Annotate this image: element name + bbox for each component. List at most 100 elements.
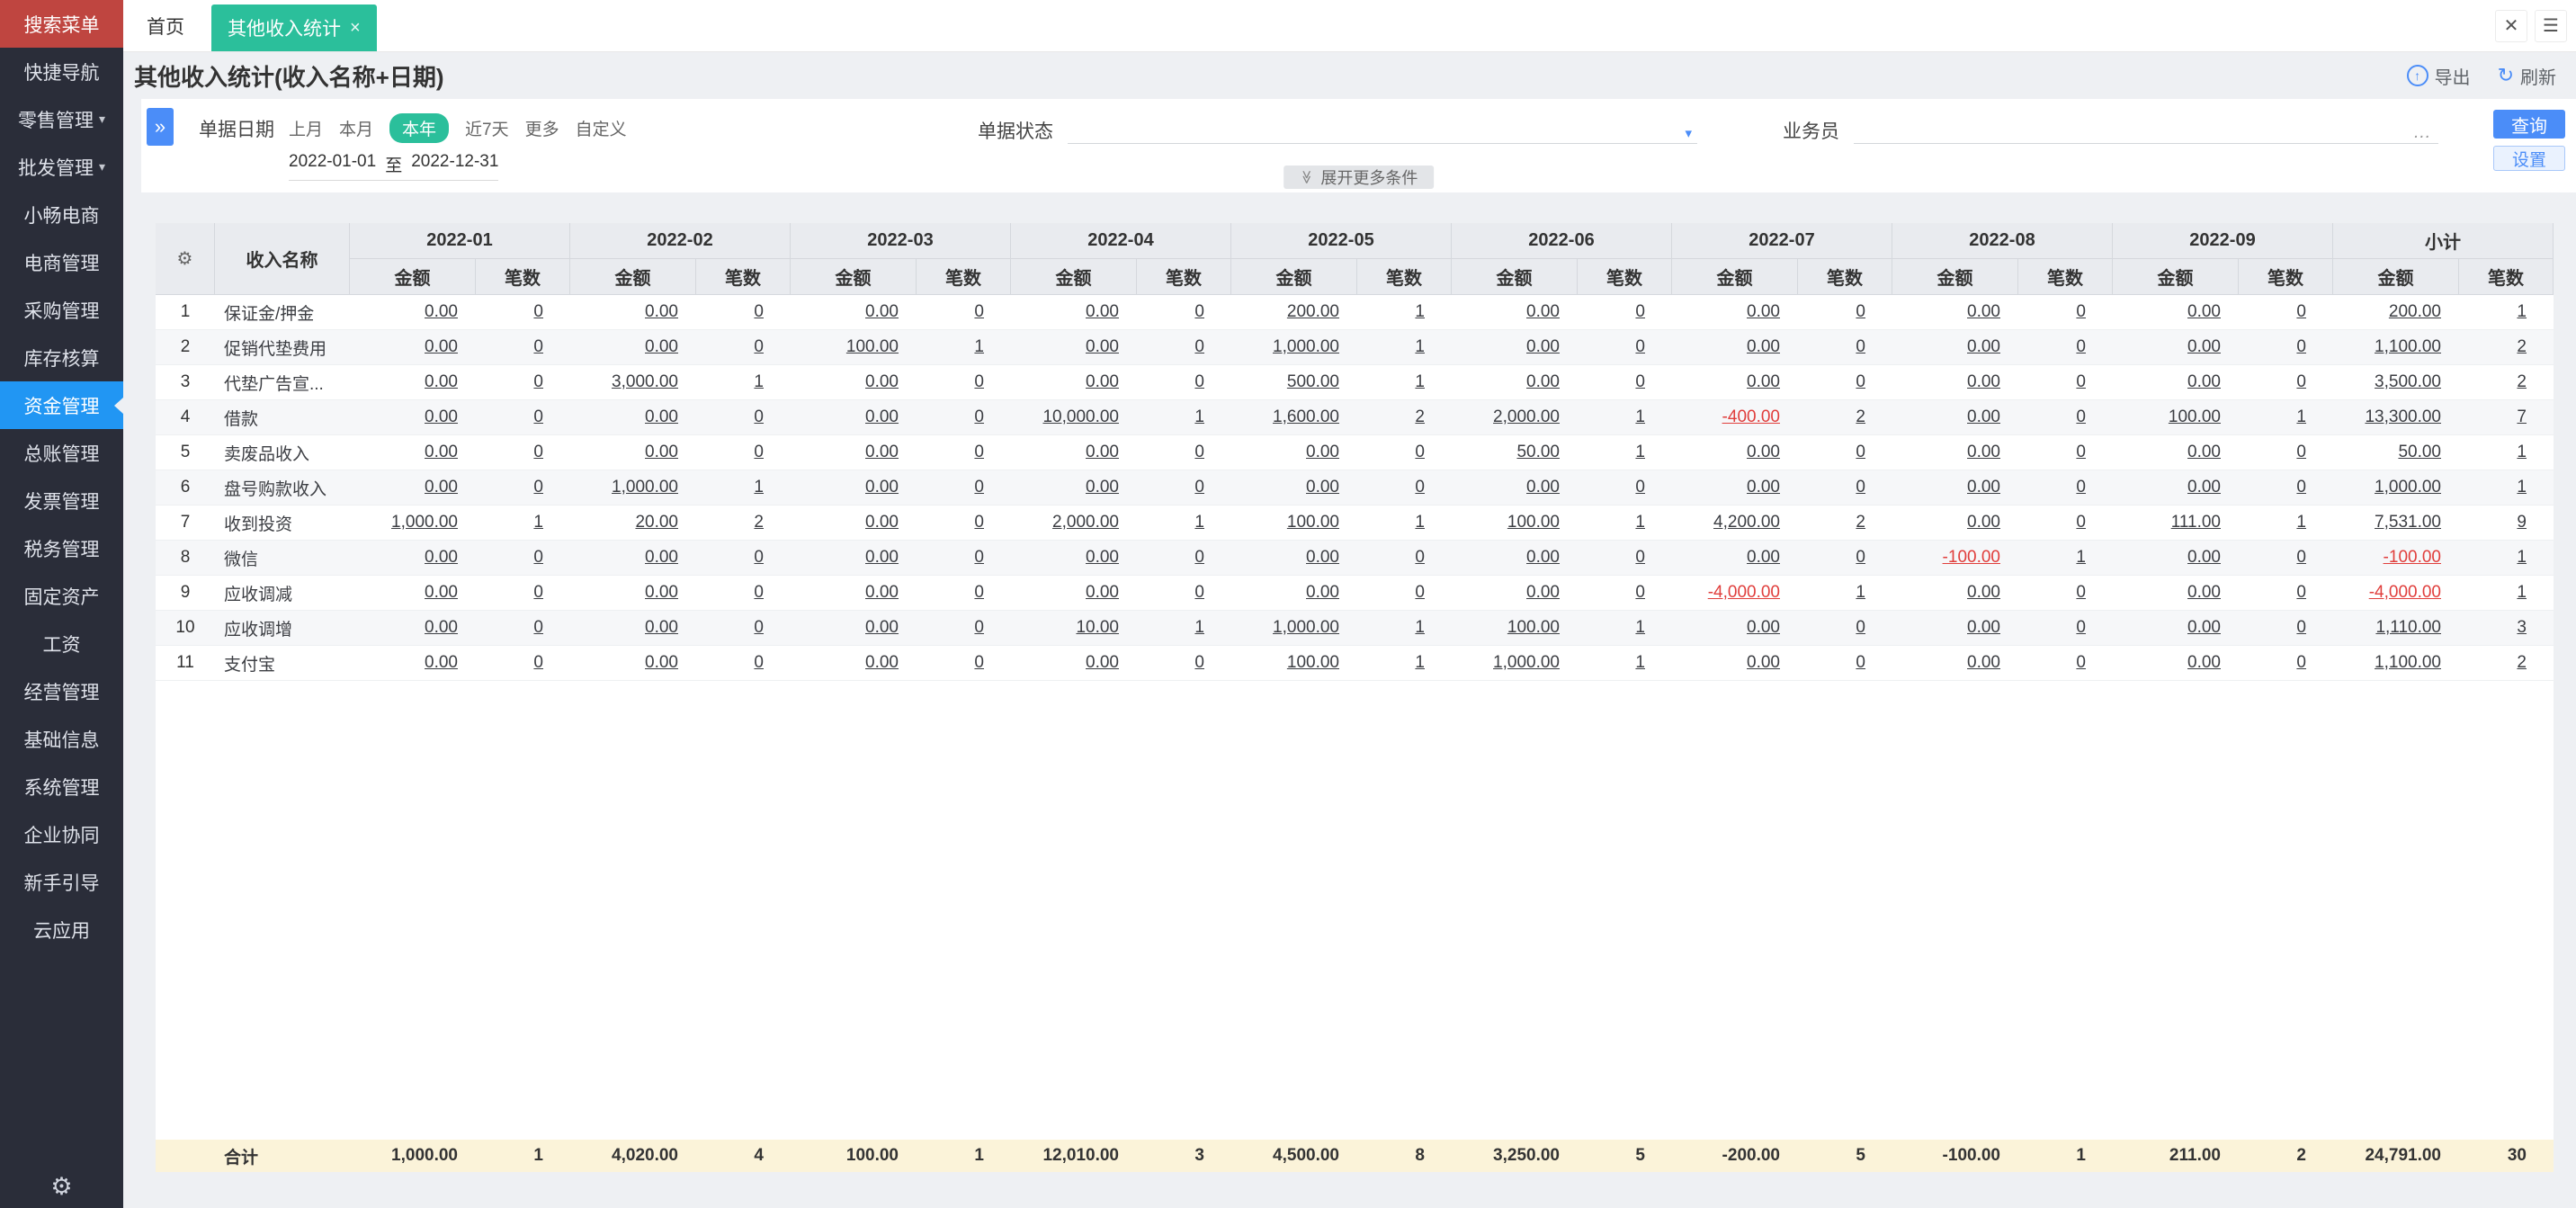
count-link[interactable]: 1: [1415, 337, 1425, 356]
amount-link[interactable]: 0.00: [425, 583, 458, 602]
amount-link[interactable]: 0.00: [2187, 548, 2221, 567]
amount-link[interactable]: 0.00: [1086, 337, 1119, 356]
date-quick-option[interactable]: 本月: [339, 121, 374, 139]
amount-link[interactable]: 0.00: [1967, 653, 2000, 672]
amount-link[interactable]: 1,000.00: [612, 478, 678, 497]
amount-link[interactable]: 3,500.00: [2375, 372, 2441, 391]
amount-link[interactable]: 0.00: [645, 302, 678, 321]
amount-link[interactable]: 0.00: [1967, 407, 2000, 426]
amount-link[interactable]: 0.00: [1967, 302, 2000, 321]
count-link[interactable]: 2: [754, 513, 764, 532]
count-link[interactable]: 0: [1635, 372, 1645, 391]
count-link[interactable]: 0: [533, 478, 543, 497]
count-link[interactable]: 0: [1415, 443, 1425, 461]
amount-link[interactable]: 100.00: [1507, 513, 1560, 532]
count-link[interactable]: 0: [533, 372, 543, 391]
amount-link[interactable]: 0.00: [2187, 653, 2221, 672]
date-quick-option[interactable]: 近7天: [465, 121, 509, 139]
amount-link[interactable]: 2,000.00: [1052, 513, 1119, 532]
count-link[interactable]: 0: [1194, 548, 1204, 567]
amount-link[interactable]: 0.00: [2187, 478, 2221, 497]
amount-link[interactable]: 0.00: [865, 372, 899, 391]
sidebar-item[interactable]: 发票管理: [0, 477, 123, 524]
amount-link[interactable]: 0.00: [1747, 302, 1780, 321]
amount-link[interactable]: -4,000.00: [2368, 583, 2441, 602]
count-link[interactable]: 2: [1415, 407, 1425, 426]
amount-link[interactable]: 0.00: [645, 618, 678, 637]
tab-close-icon[interactable]: ×: [350, 17, 361, 38]
count-link[interactable]: 1: [2517, 478, 2527, 497]
amount-link[interactable]: 0.00: [2187, 302, 2221, 321]
count-link[interactable]: 0: [2076, 302, 2086, 321]
count-link[interactable]: 0: [754, 583, 764, 602]
amount-link[interactable]: 0.00: [1967, 478, 2000, 497]
amount-link[interactable]: 1,000.00: [1493, 653, 1560, 672]
count-link[interactable]: 0: [1635, 583, 1645, 602]
count-link[interactable]: 0: [533, 583, 543, 602]
amount-link[interactable]: 111.00: [2170, 513, 2221, 532]
count-link[interactable]: 9: [2517, 513, 2527, 532]
count-link[interactable]: 0: [1194, 337, 1204, 356]
count-link[interactable]: 0: [754, 337, 764, 356]
amount-link[interactable]: 0.00: [1526, 478, 1560, 497]
count-link[interactable]: 1: [1194, 407, 1204, 426]
amount-link[interactable]: 200.00: [2388, 302, 2441, 321]
close-all-tabs-icon[interactable]: ✕: [2495, 9, 2527, 42]
salesman-input[interactable]: …: [1854, 117, 2438, 144]
count-link[interactable]: 0: [754, 407, 764, 426]
count-link[interactable]: 0: [974, 513, 984, 532]
amount-link[interactable]: 0.00: [1747, 337, 1780, 356]
amount-link[interactable]: 0.00: [1967, 583, 2000, 602]
amount-link[interactable]: 0.00: [1967, 618, 2000, 637]
sidebar-item[interactable]: 小畅电商: [0, 191, 123, 238]
count-link[interactable]: 0: [533, 653, 543, 672]
count-link[interactable]: 1: [754, 372, 764, 391]
count-link[interactable]: 1: [2296, 513, 2306, 532]
count-link[interactable]: 0: [1415, 478, 1425, 497]
amount-link[interactable]: 0.00: [865, 443, 899, 461]
amount-link[interactable]: 500.00: [1286, 372, 1339, 391]
count-link[interactable]: 0: [2076, 653, 2086, 672]
amount-link[interactable]: 0.00: [425, 302, 458, 321]
sidebar-item[interactable]: 基础信息: [0, 715, 123, 763]
count-link[interactable]: 0: [1635, 548, 1645, 567]
count-link[interactable]: 2: [2517, 372, 2527, 391]
count-link[interactable]: 0: [1635, 478, 1645, 497]
amount-link[interactable]: 0.00: [425, 337, 458, 356]
amount-link[interactable]: 0.00: [645, 407, 678, 426]
amount-link[interactable]: 100.00: [1286, 513, 1339, 532]
sidebar-item[interactable]: 零售管理 ▾: [0, 95, 123, 143]
amount-link[interactable]: 0.00: [1967, 513, 2000, 532]
date-quick-option[interactable]: 自定义: [575, 121, 627, 139]
amount-link[interactable]: 0.00: [1526, 548, 1560, 567]
date-quick-option[interactable]: 上月: [289, 121, 324, 139]
amount-link[interactable]: 0.00: [425, 372, 458, 391]
count-link[interactable]: 0: [1194, 443, 1204, 461]
amount-link[interactable]: -4,000.00: [1707, 583, 1780, 602]
count-link[interactable]: 0: [1856, 653, 1865, 672]
amount-link[interactable]: -100.00: [1942, 548, 2000, 567]
sidebar-item[interactable]: 税务管理: [0, 524, 123, 572]
count-link[interactable]: 0: [2296, 548, 2306, 567]
amount-link[interactable]: 1,000.00: [1273, 618, 1339, 637]
sidebar-item[interactable]: 快捷导航: [0, 48, 123, 95]
amount-link[interactable]: 0.00: [865, 583, 899, 602]
count-link[interactable]: 0: [1635, 337, 1645, 356]
amount-link[interactable]: 0.00: [2187, 443, 2221, 461]
amount-link[interactable]: 2,000.00: [1493, 407, 1560, 426]
count-link[interactable]: 0: [1856, 302, 1865, 321]
sidebar-item[interactable]: 固定资产: [0, 572, 123, 620]
amount-link[interactable]: 0.00: [1747, 443, 1780, 461]
amount-link[interactable]: 0.00: [865, 653, 899, 672]
count-link[interactable]: 1: [974, 337, 984, 356]
amount-link[interactable]: 1,000.00: [2375, 478, 2441, 497]
count-link[interactable]: 0: [2296, 302, 2306, 321]
amount-link[interactable]: 10.00: [1076, 618, 1119, 637]
count-link[interactable]: 0: [2296, 443, 2306, 461]
count-link[interactable]: 0: [1856, 443, 1865, 461]
amount-link[interactable]: 0.00: [425, 443, 458, 461]
amount-link[interactable]: 0.00: [425, 548, 458, 567]
count-link[interactable]: 0: [2296, 337, 2306, 356]
amount-link[interactable]: 0.00: [1747, 653, 1780, 672]
amount-link[interactable]: 1,100.00: [2375, 337, 2441, 356]
